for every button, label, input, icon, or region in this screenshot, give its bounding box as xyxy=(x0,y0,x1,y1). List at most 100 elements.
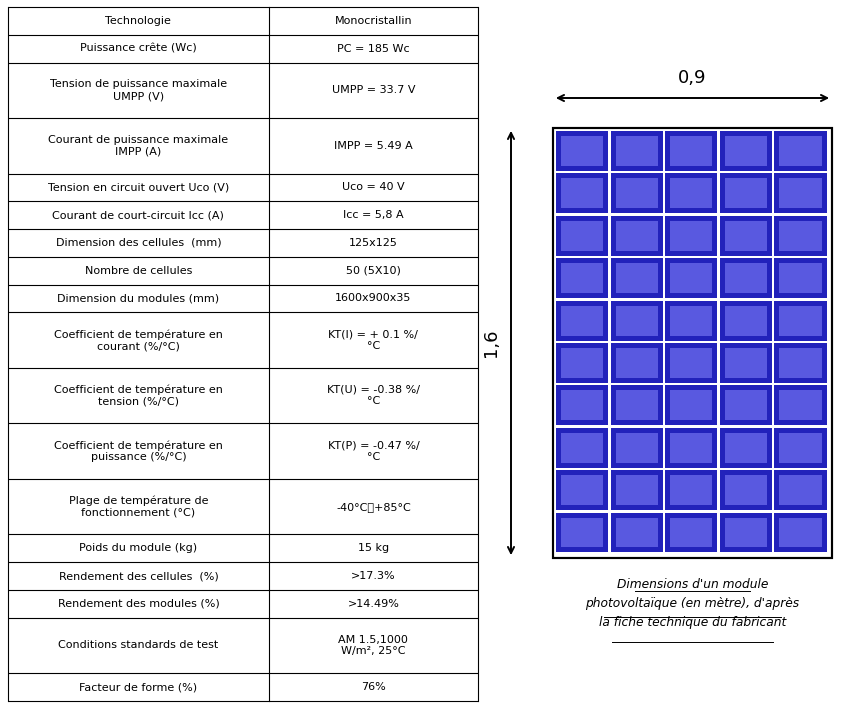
Text: KT(U) = -0.38 %/
°C: KT(U) = -0.38 %/ °C xyxy=(327,385,420,406)
Bar xyxy=(616,178,658,208)
Bar xyxy=(725,433,767,463)
Bar xyxy=(725,221,767,251)
Bar xyxy=(720,428,772,468)
Bar xyxy=(780,263,821,293)
Bar xyxy=(561,348,603,378)
Text: Coefficient de température en
puissance (%/°C): Coefficient de température en puissance … xyxy=(54,440,223,462)
Bar xyxy=(774,513,826,552)
Bar xyxy=(720,301,772,341)
Bar xyxy=(725,475,767,505)
Bar xyxy=(611,216,663,256)
Text: UMPP = 33.7 V: UMPP = 33.7 V xyxy=(331,85,415,96)
Bar xyxy=(725,263,767,293)
Text: Tension en circuit ouvert Uco (V): Tension en circuit ouvert Uco (V) xyxy=(48,183,229,193)
Bar xyxy=(561,221,603,251)
Text: 76%: 76% xyxy=(361,682,386,692)
Bar xyxy=(665,173,717,213)
Bar xyxy=(671,390,712,421)
Bar xyxy=(561,433,603,463)
Bar xyxy=(561,390,603,421)
Bar xyxy=(616,136,658,166)
Bar xyxy=(671,263,712,293)
Bar xyxy=(671,178,712,208)
Bar xyxy=(774,258,826,298)
Bar xyxy=(561,178,603,208)
Text: Coefficient de température en
tension (%/°C): Coefficient de température en tension (%… xyxy=(54,384,223,406)
Bar xyxy=(611,513,663,552)
Bar xyxy=(720,173,772,213)
Bar xyxy=(556,258,608,298)
Bar xyxy=(720,131,772,171)
Text: 15 kg: 15 kg xyxy=(358,543,389,554)
Bar xyxy=(671,306,712,336)
Bar xyxy=(671,475,712,505)
Bar xyxy=(616,518,658,547)
Bar xyxy=(720,470,772,510)
Bar xyxy=(611,470,663,510)
Text: -40°C～+85°C: -40°C～+85°C xyxy=(336,502,411,512)
Text: 1,6: 1,6 xyxy=(482,329,500,358)
Bar xyxy=(665,301,717,341)
Bar xyxy=(665,428,717,468)
Text: 125x125: 125x125 xyxy=(349,238,398,248)
Bar xyxy=(665,131,717,171)
Bar xyxy=(556,428,608,468)
Bar xyxy=(665,343,717,383)
Bar xyxy=(774,385,826,426)
Text: Poids du module (kg): Poids du module (kg) xyxy=(79,543,198,554)
Bar xyxy=(671,518,712,547)
Text: Puissance crête (Wc): Puissance crête (Wc) xyxy=(80,44,197,54)
Bar xyxy=(556,343,608,383)
Bar xyxy=(725,348,767,378)
Bar xyxy=(780,475,821,505)
Text: >17.3%: >17.3% xyxy=(351,571,395,581)
Bar xyxy=(780,390,821,421)
Text: Dimensions d'un module
photovoltaïque (en mètre), d'après
la fiche technique du : Dimensions d'un module photovoltaïque (e… xyxy=(585,578,799,629)
Bar xyxy=(611,385,663,426)
Bar xyxy=(665,216,717,256)
Bar xyxy=(611,343,663,383)
Bar xyxy=(616,433,658,463)
Bar xyxy=(665,258,717,298)
Text: Facteur de forme (%): Facteur de forme (%) xyxy=(79,682,198,692)
Bar xyxy=(556,131,608,171)
Text: KT(I) = + 0.1 %/
°C: KT(I) = + 0.1 %/ °C xyxy=(329,329,418,351)
Bar xyxy=(780,433,821,463)
Bar xyxy=(611,258,663,298)
Text: Courant de court-circuit Icc (A): Courant de court-circuit Icc (A) xyxy=(53,210,224,220)
Bar xyxy=(616,263,658,293)
Bar xyxy=(774,470,826,510)
Bar xyxy=(720,343,772,383)
Text: Courant de puissance maximale
IMPP (A): Courant de puissance maximale IMPP (A) xyxy=(49,135,228,156)
Text: Monocristallin: Monocristallin xyxy=(335,16,412,26)
Bar xyxy=(556,513,608,552)
Bar xyxy=(561,136,603,166)
Bar xyxy=(561,518,603,547)
Bar xyxy=(556,470,608,510)
Bar xyxy=(780,221,821,251)
Text: >14.49%: >14.49% xyxy=(348,599,400,609)
Bar xyxy=(725,390,767,421)
Bar xyxy=(561,475,603,505)
Text: Plage de température de
fonctionnement (°C): Plage de température de fonctionnement (… xyxy=(69,496,208,518)
Text: Dimension du modules (mm): Dimension du modules (mm) xyxy=(57,294,220,304)
Bar xyxy=(671,136,712,166)
Bar xyxy=(556,301,608,341)
Bar xyxy=(774,173,826,213)
Bar xyxy=(720,513,772,552)
Text: PC = 185 Wc: PC = 185 Wc xyxy=(337,44,410,54)
Text: IMPP = 5.49 A: IMPP = 5.49 A xyxy=(334,141,413,151)
Bar xyxy=(665,470,717,510)
Bar xyxy=(553,128,832,558)
Bar xyxy=(611,131,663,171)
Bar xyxy=(665,385,717,426)
Bar xyxy=(780,518,821,547)
Bar xyxy=(774,428,826,468)
Bar xyxy=(780,178,821,208)
Bar xyxy=(616,348,658,378)
Bar xyxy=(720,385,772,426)
Bar xyxy=(616,221,658,251)
Bar xyxy=(780,136,821,166)
Text: 1600x900x35: 1600x900x35 xyxy=(335,294,412,304)
Bar xyxy=(774,343,826,383)
